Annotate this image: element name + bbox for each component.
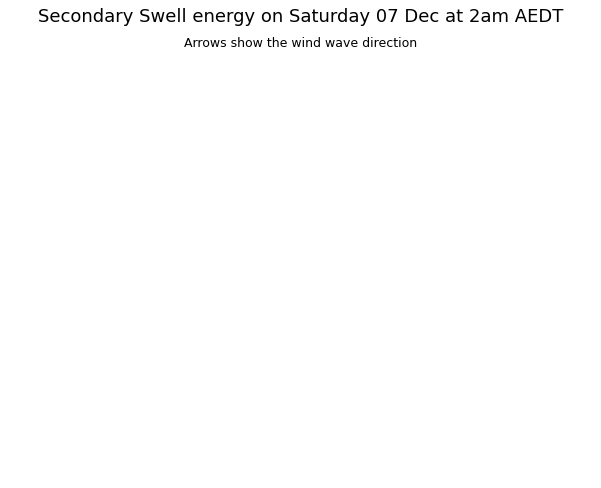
Text: Secondary Swell energy on Saturday 07 Dec at 2am AEDT: Secondary Swell energy on Saturday 07 De… — [38, 8, 563, 26]
Text: Arrows show the wind wave direction: Arrows show the wind wave direction — [184, 37, 417, 50]
Text: cartopy required: cartopy required — [243, 265, 358, 279]
